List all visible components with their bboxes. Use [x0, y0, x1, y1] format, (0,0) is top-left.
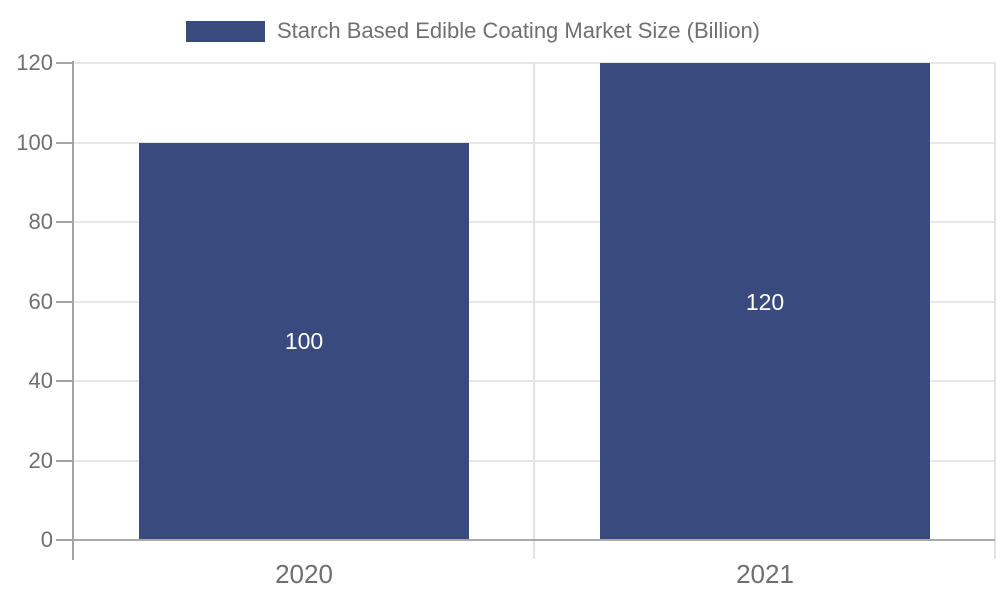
y-axis-tick-label: 80: [28, 209, 53, 234]
y-axis-tick-label: 120: [16, 50, 53, 75]
y-axis-tick-label: 0: [40, 527, 53, 552]
y-axis-tick: [56, 221, 73, 223]
y-axis-tick-label: 40: [28, 368, 53, 393]
chart-legend: Starch Based Edible Coating Market Size …: [186, 18, 760, 44]
y-axis-tick: [56, 459, 73, 462]
bar-value-label: 100: [284, 328, 324, 354]
y-axis-tick-label: 60: [28, 289, 53, 314]
category-separator: [994, 63, 996, 559]
x-axis-category-label: 2021: [736, 559, 794, 589]
y-axis-tick: [56, 380, 73, 382]
y-axis-tick: [56, 141, 73, 144]
y-axis-tick-label: 20: [28, 448, 53, 473]
bar-2020: [139, 142, 469, 540]
legend-series-label: Starch Based Edible Coating Market Size …: [277, 18, 761, 43]
y-axis-tick: [56, 539, 73, 541]
category-separator: [533, 63, 535, 559]
x-axis-category-label: 2020: [275, 559, 333, 589]
y-axis-line: [72, 61, 74, 560]
y-axis-tick: [56, 62, 73, 64]
legend-color-swatch: [186, 20, 265, 42]
bar-value-label: 120: [745, 289, 785, 315]
y-axis-tick: [56, 300, 73, 303]
bar-2021: [600, 63, 930, 540]
y-axis-tick-label: 100: [16, 130, 53, 155]
x-axis-line: [73, 539, 995, 541]
